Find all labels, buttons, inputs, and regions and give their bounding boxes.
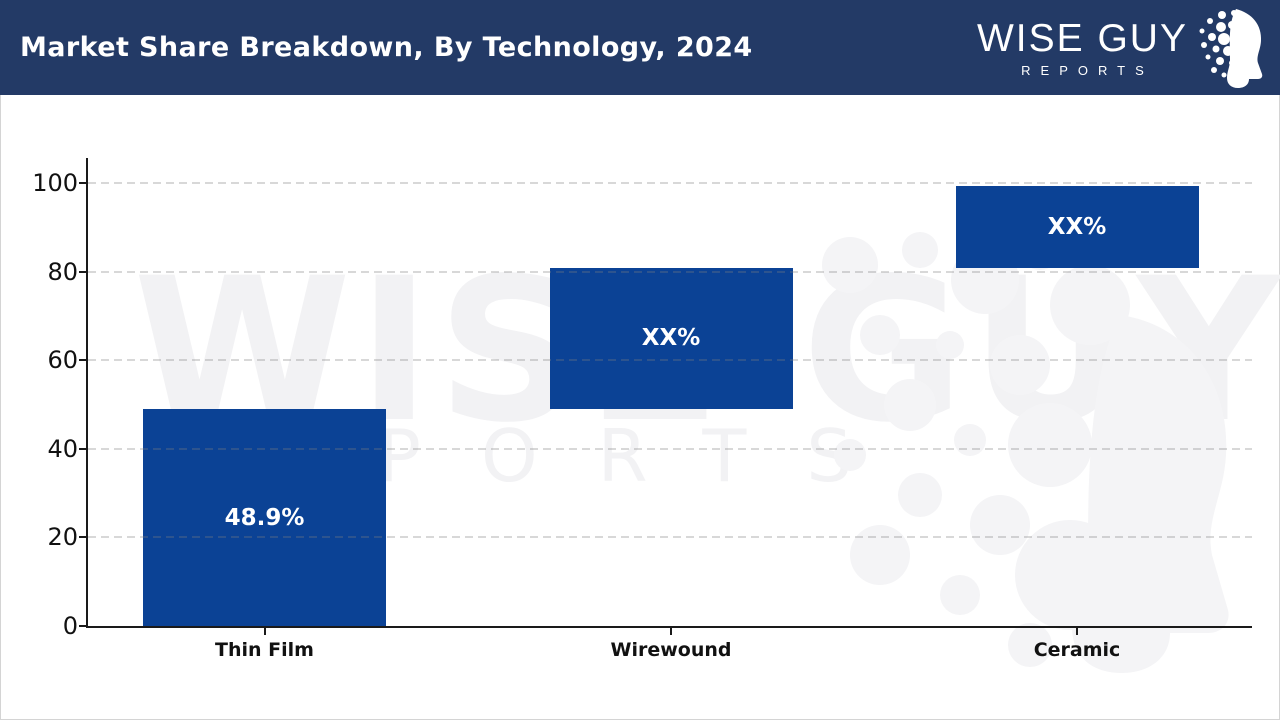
bar-value-label: XX% — [641, 325, 701, 352]
x-tick-mark — [1076, 627, 1078, 635]
bar-value-label: XX% — [1047, 213, 1107, 240]
bar-value-label: 48.9% — [224, 504, 305, 531]
bar-thin-film: 48.9% — [143, 409, 386, 626]
brand-subtitle: REPORTS — [1021, 62, 1154, 78]
bar-wirewound: XX% — [549, 267, 793, 410]
y-tick-mark — [79, 359, 88, 362]
y-tick-mark — [79, 625, 88, 627]
watermark-face-graphic — [822, 230, 1229, 673]
y-tick-mark — [79, 447, 88, 450]
brand-face-icon — [1199, 8, 1263, 88]
x-tick-mark — [263, 627, 266, 635]
y-axis-line — [86, 158, 88, 628]
y-tick-label: 80 — [47, 257, 78, 286]
gridline-y60 — [88, 359, 1252, 362]
gridline-y40 — [88, 447, 1252, 450]
y-tick-mark — [79, 536, 88, 539]
x-category-label: Ceramic — [1033, 639, 1121, 661]
gridline-y20 — [88, 536, 1252, 539]
gridline-y100 — [88, 182, 1252, 184]
x-axis-line — [86, 626, 1252, 628]
y-tick-mark — [79, 270, 88, 273]
y-tick-label: 100 — [32, 169, 78, 197]
x-tick-mark — [670, 627, 672, 635]
y-tick-label: 40 — [47, 434, 78, 463]
chart-title: Market Share Breakdown, By Technology, 2… — [20, 32, 753, 63]
y-tick-label: 20 — [47, 523, 78, 552]
y-tick-mark — [79, 182, 88, 184]
header-bar: Market Share Breakdown, By Technology, 2… — [0, 0, 1280, 95]
x-category-label: Wirewound — [610, 639, 732, 661]
bar-ceramic: XX% — [955, 185, 1199, 268]
gridline-y80 — [88, 270, 1252, 273]
x-category-label: Thin Film — [215, 639, 314, 661]
brand-logo: WISE GUY REPORTS — [977, 7, 1280, 89]
y-tick-label: 60 — [47, 346, 78, 375]
y-tick-label: 0 — [62, 612, 78, 640]
brand-logo-text: WISE GUY REPORTS — [977, 19, 1188, 77]
brand-name: WISE GUY — [976, 16, 1188, 60]
